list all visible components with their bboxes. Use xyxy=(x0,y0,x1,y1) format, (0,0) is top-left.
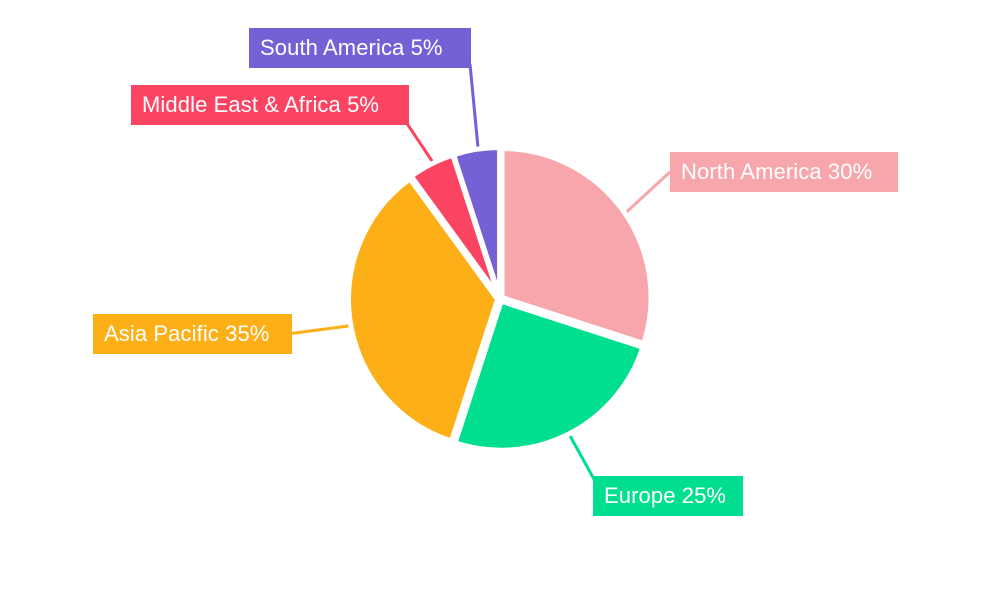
pie-slice[interactable] xyxy=(451,145,503,300)
pie-slice-label-text: North America 30% xyxy=(681,159,873,184)
pie-slice-label-text: Asia Pacific 35% xyxy=(104,321,270,346)
leader-line xyxy=(468,63,481,159)
pie-slice[interactable] xyxy=(499,146,654,347)
pie-slice-label-text: South America 5% xyxy=(260,35,443,60)
leader-line xyxy=(618,170,672,220)
pie-slices-group xyxy=(346,145,654,453)
leader-line xyxy=(402,118,438,168)
pie-slice-label[interactable]: Europe 25% xyxy=(593,476,743,516)
pie-slice-label[interactable]: Asia Pacific 35% xyxy=(93,314,292,354)
pie-slice-label-text: Middle East & Africa 5% xyxy=(142,92,380,117)
pie-slice-label-text: Europe 25% xyxy=(604,483,727,508)
leader-lines-group xyxy=(286,63,672,491)
pie-slice[interactable] xyxy=(346,176,501,444)
pie-slice-label[interactable]: Middle East & Africa 5% xyxy=(131,85,409,125)
pie-slice-label[interactable]: South America 5% xyxy=(249,28,471,68)
pie-slice[interactable] xyxy=(452,298,646,453)
leader-line xyxy=(286,323,357,336)
pie-slice-label[interactable]: North America 30% xyxy=(670,152,898,192)
